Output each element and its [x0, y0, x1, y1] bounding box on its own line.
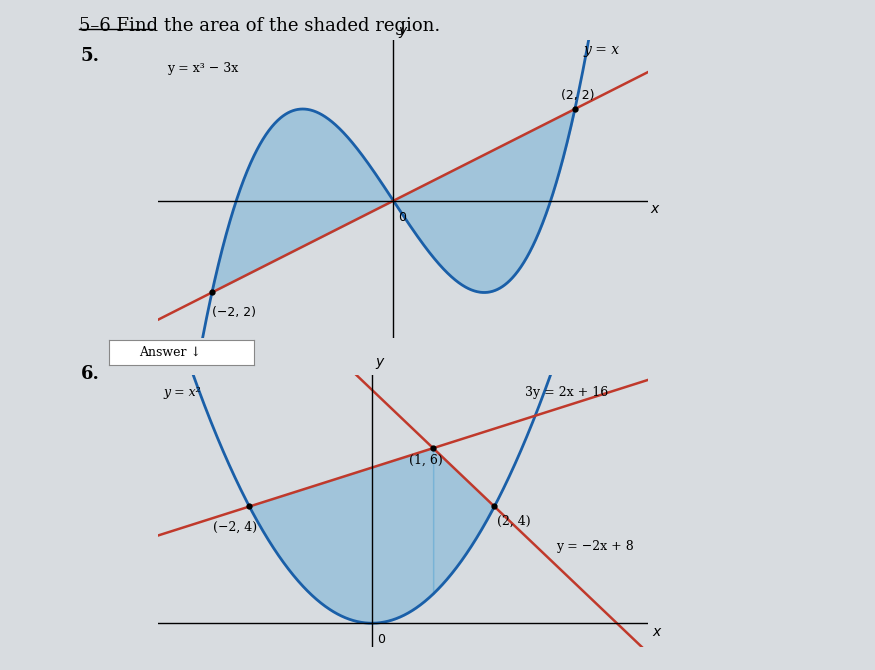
Text: 3y = 2x + 16: 3y = 2x + 16	[525, 386, 608, 399]
Text: Answer ↓: Answer ↓	[139, 346, 201, 359]
Text: 0: 0	[398, 211, 407, 224]
Text: (2, 2): (2, 2)	[561, 89, 595, 102]
Text: y = x³ − 3x: y = x³ − 3x	[166, 62, 238, 75]
Text: y = x: y = x	[584, 43, 620, 57]
Text: (2, 4): (2, 4)	[497, 515, 531, 528]
Text: 6.: 6.	[80, 365, 100, 383]
Text: y = −2x + 8: y = −2x + 8	[556, 540, 634, 553]
Text: 5–6 Find the area of the shaded region.: 5–6 Find the area of the shaded region.	[79, 17, 440, 35]
Text: y = x²: y = x²	[164, 386, 201, 399]
Text: (1, 6): (1, 6)	[409, 454, 443, 467]
Text: x: x	[653, 625, 661, 639]
Text: 0: 0	[377, 633, 385, 647]
Text: (−2, 2): (−2, 2)	[212, 306, 256, 319]
Text: y: y	[375, 355, 383, 369]
Text: (−2, 4): (−2, 4)	[213, 521, 256, 534]
Text: x: x	[651, 202, 659, 216]
Text: y: y	[398, 24, 407, 38]
Text: 5.: 5.	[80, 47, 100, 65]
